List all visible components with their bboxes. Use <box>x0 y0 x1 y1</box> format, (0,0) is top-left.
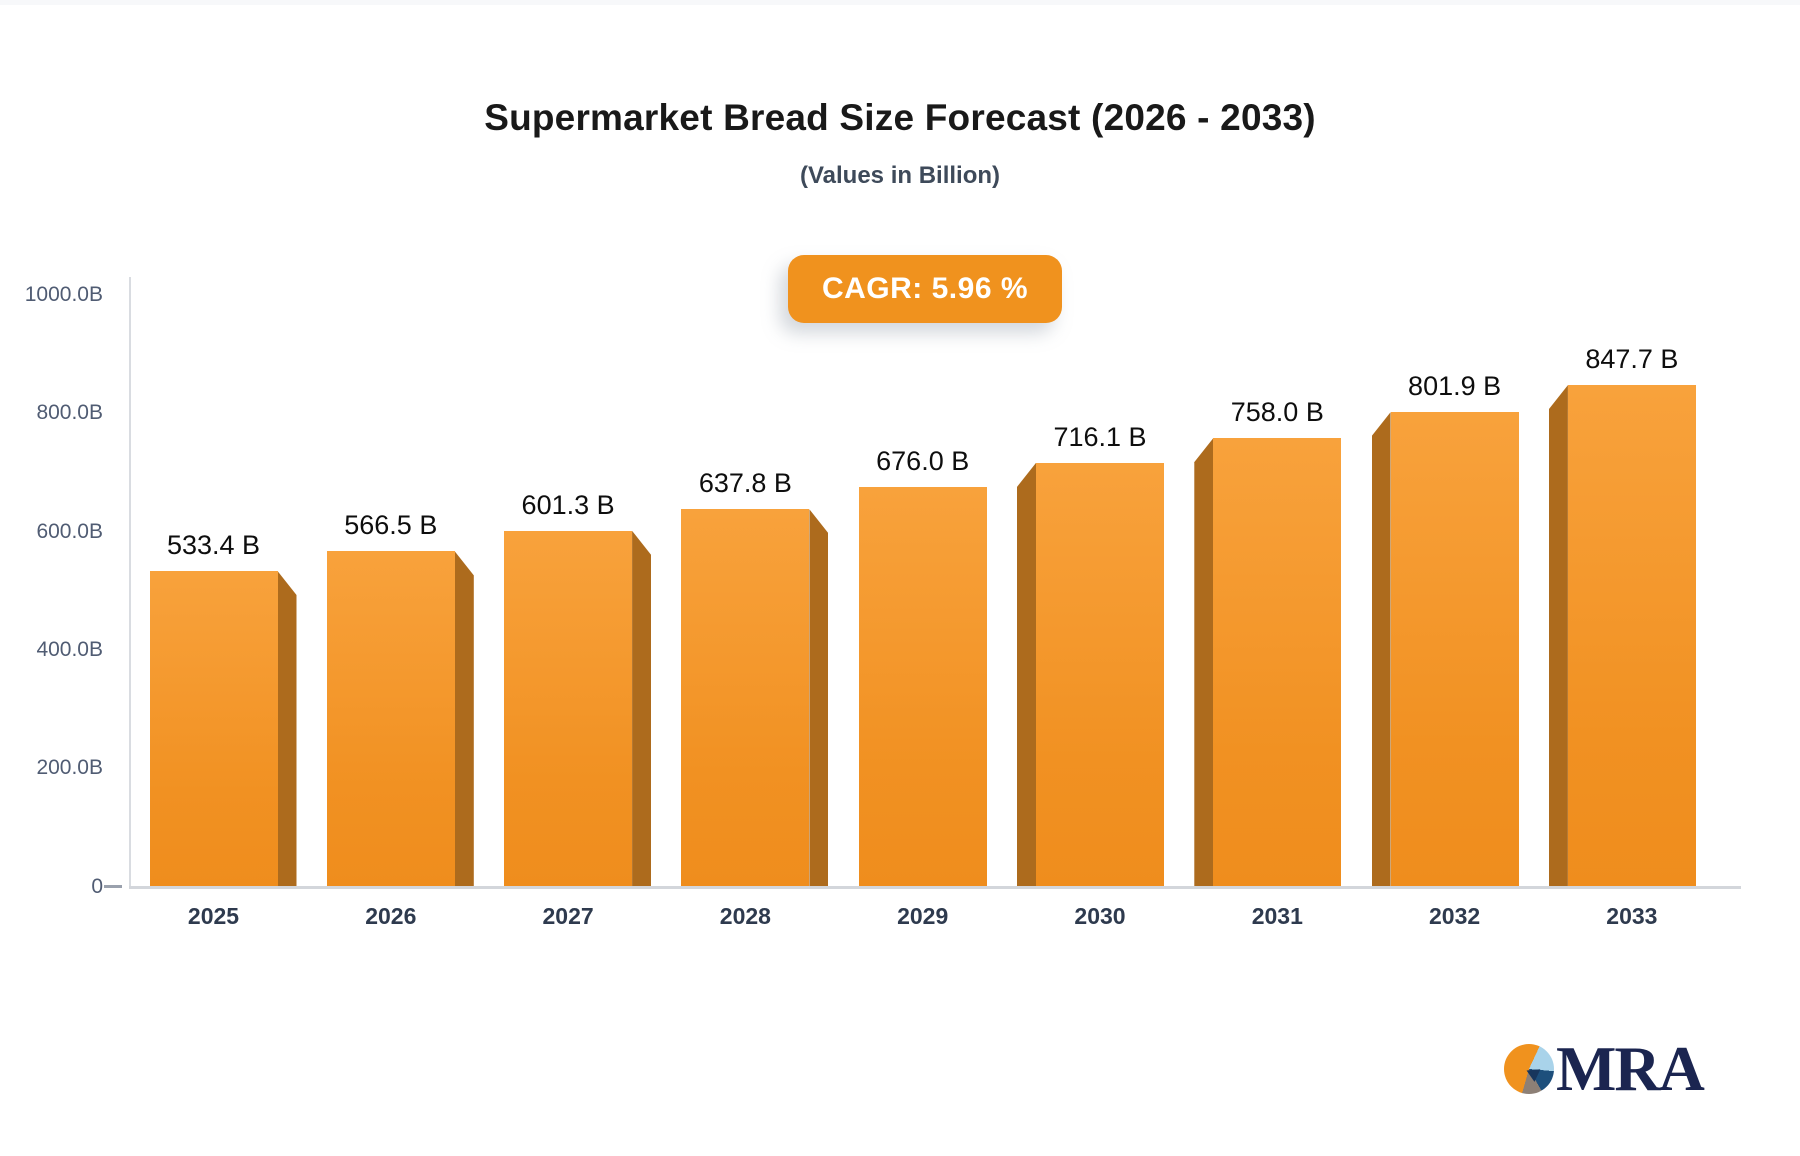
y-axis-label: 1000.0B <box>24 283 103 306</box>
x-axis-label: 2025 <box>187 903 240 929</box>
bar-front-face <box>149 570 278 887</box>
y-axis-label: 800.0B <box>36 401 103 425</box>
pie-notch-icon <box>1523 1064 1541 1082</box>
bar-side-face <box>632 530 652 887</box>
cagr-badge: CAGR: 5.96 % <box>788 255 1062 323</box>
bar-front-face <box>504 530 633 887</box>
x-axis-label: 2031 <box>1251 903 1303 929</box>
bar-front-face <box>1390 412 1519 887</box>
bar-side-face <box>1194 438 1214 887</box>
bar-value-label: 801.9 B <box>1408 371 1502 402</box>
bar-side-face <box>277 570 297 887</box>
x-axis-label: 2026 <box>365 903 417 929</box>
bar-side-face <box>454 551 474 887</box>
bar-value-label: 601.3 B <box>521 489 615 520</box>
x-axis-label: 2032 <box>1429 903 1481 929</box>
bar-value-label: 637.8 B <box>698 468 792 499</box>
logo-wordmark: MRA <box>1556 1033 1705 1104</box>
bar-front-face <box>1567 385 1696 887</box>
bar-front-face <box>1036 462 1164 887</box>
bar-value-label: 676.0 B <box>876 445 970 476</box>
bar-side-face <box>1548 385 1568 887</box>
bar-front-face <box>1213 438 1342 887</box>
y-axis-label: 600.0B <box>36 519 103 543</box>
chart-subtitle: (Values in Billion) <box>799 162 1001 189</box>
bar-value-label: 533.4 B <box>166 529 261 560</box>
y-axis-label: 0 <box>91 874 103 898</box>
bar-side-face <box>1017 462 1036 887</box>
bar-side-face <box>809 509 829 887</box>
bar-value-label: 566.5 B <box>344 510 438 541</box>
bar-front-face <box>681 509 810 887</box>
top-edge-strip <box>0 0 1800 5</box>
x-axis-label: 2033 <box>1606 903 1658 929</box>
bar-value-label: 758.0 B <box>1230 397 1324 428</box>
x-axis-label: 2030 <box>1074 903 1126 929</box>
y-axis-tick-dash <box>104 885 122 888</box>
bar-front-face <box>326 551 455 887</box>
x-axis-label: 2029 <box>897 903 949 929</box>
pie-chart-icon <box>1504 1044 1554 1094</box>
chart-title: Supermarket Bread Size Forecast (2026 - … <box>484 97 1316 138</box>
x-axis-line <box>129 886 1741 889</box>
brand-logo: MRA <box>1504 1033 1724 1104</box>
bar-value-label: 716.1 B <box>1053 421 1147 452</box>
x-axis-label: 2027 <box>542 903 594 929</box>
bar-front-face <box>858 486 987 887</box>
bar-side-face <box>1371 412 1391 887</box>
bar-value-label: 847.7 B <box>1585 344 1679 375</box>
x-axis-label: 2028 <box>719 903 771 929</box>
y-axis-label: 200.0B <box>36 756 103 780</box>
y-axis-label: 400.0B <box>36 637 103 661</box>
y-axis-line <box>129 277 131 888</box>
